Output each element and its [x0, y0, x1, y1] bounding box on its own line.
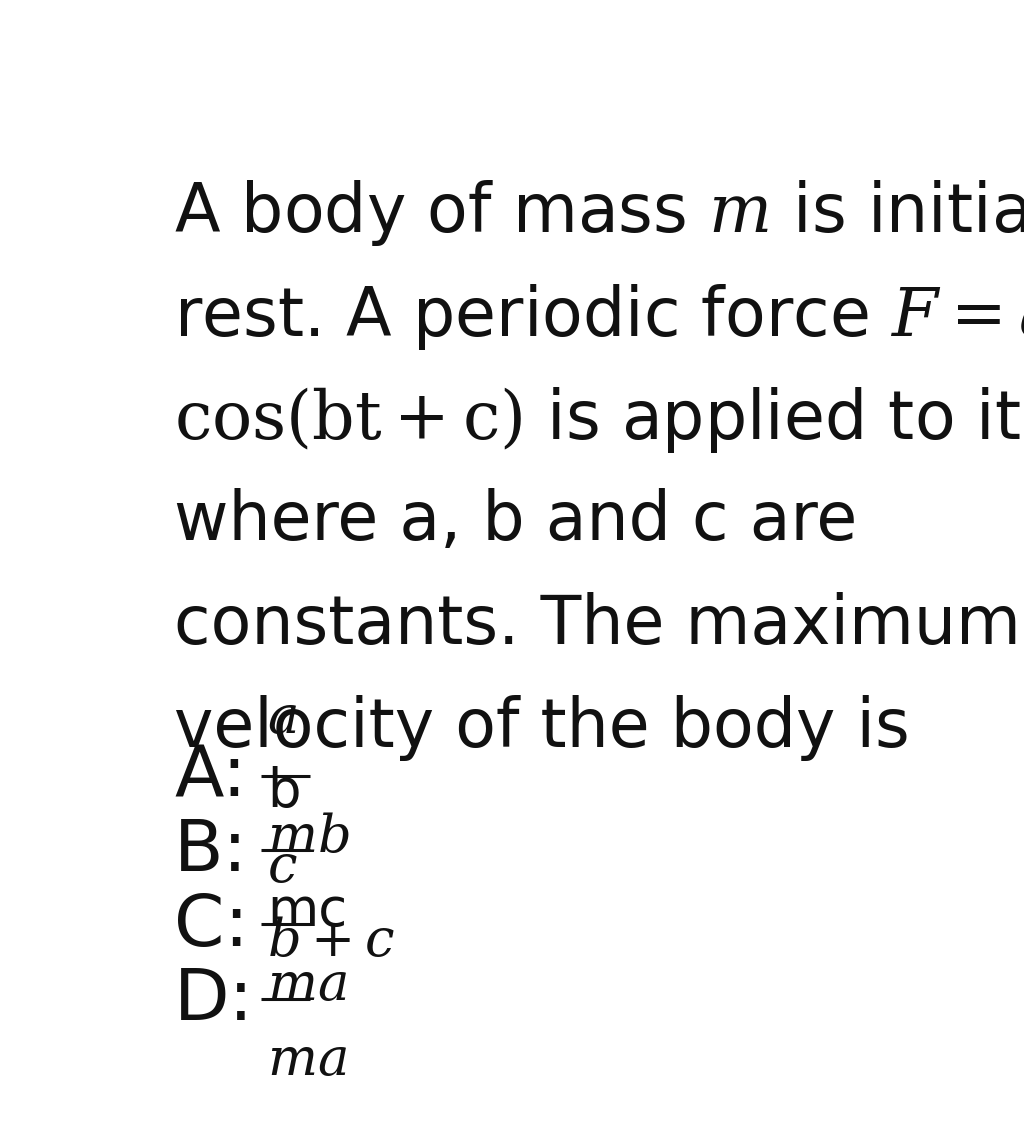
Text: A:: A: [174, 742, 247, 812]
Text: $b+c$: $b+c$ [267, 915, 395, 968]
Text: C:: C: [174, 891, 249, 961]
Text: velocity of the body is: velocity of the body is [174, 695, 909, 761]
Text: $ma$: $ma$ [267, 960, 347, 1012]
Text: $c$: $c$ [267, 841, 297, 893]
Text: mc: mc [267, 885, 347, 937]
Text: A body of mass $m$ is initially at: A body of mass $m$ is initially at [174, 179, 1024, 249]
Text: $mb$: $mb$ [267, 811, 349, 863]
Text: B:: B: [174, 818, 248, 886]
Text: constants. The maximum: constants. The maximum [174, 591, 1021, 657]
Text: $ma$: $ma$ [267, 1034, 347, 1086]
Text: $\cos(\mathrm{bt} + \mathrm{c})$ is applied to it,: $\cos(\mathrm{bt} + \mathrm{c})$ is appl… [174, 385, 1024, 455]
Text: b: b [267, 766, 300, 819]
Text: rest. A periodic force $F = a$: rest. A periodic force $F = a$ [174, 282, 1024, 351]
Text: $a$: $a$ [267, 692, 297, 744]
Text: where a, b and c are: where a, b and c are [174, 489, 857, 555]
Text: D:: D: [174, 966, 254, 1035]
